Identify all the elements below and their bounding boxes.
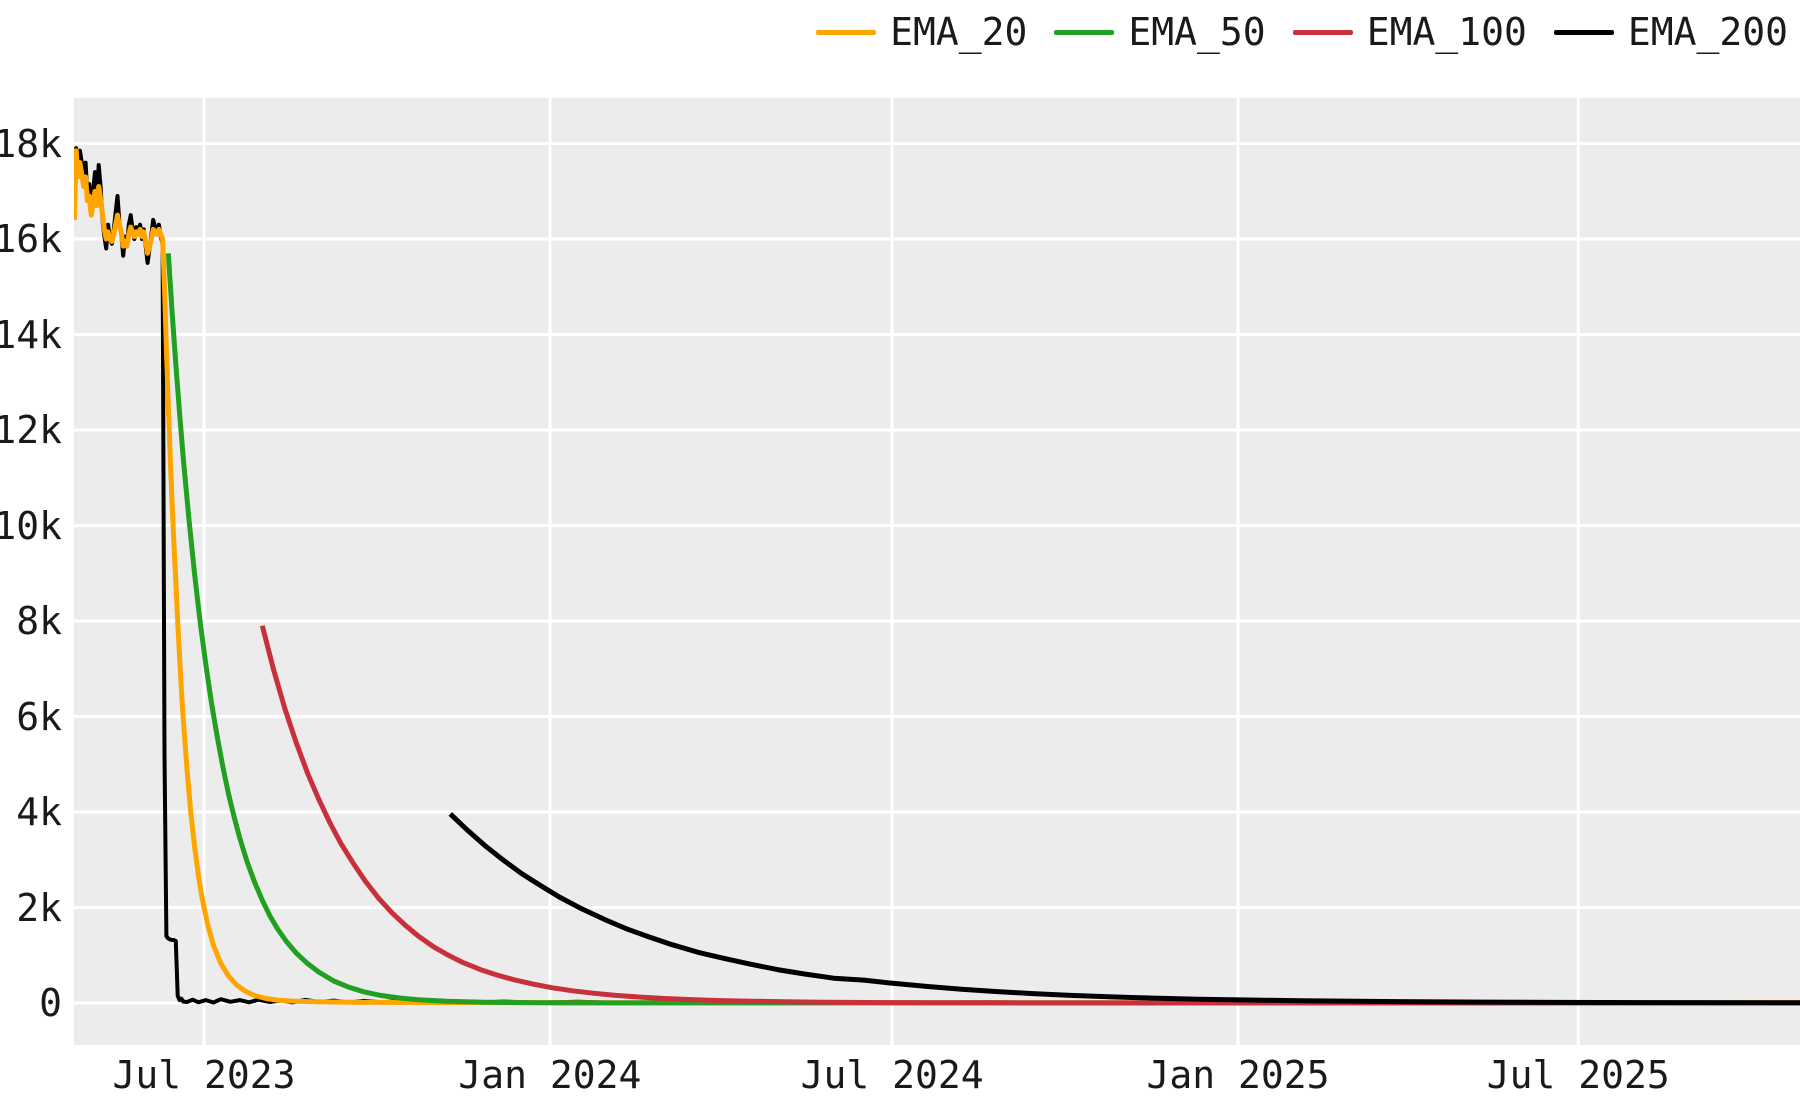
y-tick-label: 18k [0,121,62,166]
y-tick-label: 14k [0,312,62,357]
legend-line-sample-icon [1054,29,1115,35]
x-tick-label: Jan 2024 [458,1053,642,1097]
series-line-ema-200 [448,812,1800,1006]
legend-item-ema_20: EMA_20 [816,10,1027,54]
plot-area [74,98,1800,1045]
series-line-ema-100 [259,625,1800,1006]
legend-item-ema_200: EMA_200 [1553,10,1788,54]
legend-label: EMA_200 [1627,10,1788,54]
legend: EMA_20 EMA_50 EMA_100 EMA_200 [816,10,1788,54]
y-tick-label: 12k [0,408,62,452]
y-tick-label: 4k [16,790,62,834]
y-tick-label: 0 [39,981,62,1025]
x-tick-label: Jul 2024 [800,1053,984,1097]
x-tick-label: Jul 2023 [112,1053,296,1097]
x-tick-label: Jan 2025 [1146,1053,1330,1097]
y-tick-label: 8k [16,599,62,643]
y-tick-label: 16k [0,217,62,261]
legend-item-ema_50: EMA_50 [1054,10,1266,54]
series-line-ema-20 [74,148,1800,1006]
legend-line-sample-icon [816,29,877,35]
series-line-price [74,146,1800,1005]
series-line-ema-50 [165,253,1800,1006]
legend-label: EMA_50 [1128,10,1266,54]
x-tick-label: Jul 2025 [1486,1053,1670,1097]
chart-canvas [74,98,1800,1045]
y-tick-label: 2k [16,885,62,930]
legend-line-sample-icon [1553,29,1614,35]
y-tick-label: 6k [16,694,62,739]
y-tick-label: 10k [0,503,62,548]
legend-item-ema_100: EMA_100 [1292,10,1527,54]
legend-label: EMA_20 [890,10,1028,54]
legend-line-sample-icon [1292,29,1353,35]
legend-label: EMA_100 [1366,10,1527,54]
